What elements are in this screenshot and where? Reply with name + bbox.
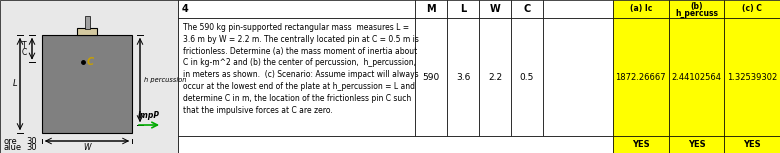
Text: occur at the lowest end of the plate at h_percussion = L and: occur at the lowest end of the plate at … <box>183 82 415 91</box>
Bar <box>178 136 613 153</box>
Text: YES: YES <box>688 140 705 149</box>
Text: ore: ore <box>4 136 18 146</box>
Text: 1.32539302: 1.32539302 <box>727 73 778 82</box>
Text: W: W <box>490 4 501 14</box>
Text: C: C <box>523 4 530 14</box>
Text: 30: 30 <box>26 136 37 146</box>
Text: M: M <box>426 4 436 14</box>
Text: L: L <box>12 80 17 88</box>
Bar <box>725 136 780 153</box>
Text: 1872.26667: 1872.26667 <box>615 73 666 82</box>
Bar <box>479 0 511 18</box>
Text: C in kg-m^2 and (b) the center of percussion,  h_percussion,: C in kg-m^2 and (b) the center of percus… <box>183 58 416 67</box>
Bar <box>178 0 415 18</box>
Bar <box>511 0 543 18</box>
Text: (c) C: (c) C <box>743 4 762 13</box>
Bar <box>178 18 415 136</box>
Bar <box>415 0 447 18</box>
Text: h_percuss: h_percuss <box>675 9 718 18</box>
Text: 2.44102564: 2.44102564 <box>672 73 722 82</box>
Bar <box>725 18 780 136</box>
Bar <box>511 18 543 136</box>
Text: 0.5: 0.5 <box>519 73 534 82</box>
Bar <box>479 18 511 136</box>
Text: ImpP: ImpP <box>138 111 160 120</box>
Bar <box>725 0 780 18</box>
Bar <box>447 0 479 18</box>
Text: (a) Ic: (a) Ic <box>629 4 652 13</box>
Text: in meters as shown.  (c) Scenario: Assume impact will always: in meters as shown. (c) Scenario: Assume… <box>183 70 419 79</box>
Bar <box>77 28 97 35</box>
Text: C: C <box>87 57 94 67</box>
Bar <box>0 0 178 153</box>
Text: C: C <box>22 48 27 57</box>
Text: L: L <box>460 4 466 14</box>
Bar <box>543 18 613 136</box>
Text: YES: YES <box>632 140 650 149</box>
Text: T: T <box>23 41 27 50</box>
Text: (b): (b) <box>690 2 703 11</box>
Text: W: W <box>83 143 90 152</box>
Text: 2.2: 2.2 <box>488 73 502 82</box>
Text: The 590 kg pin-supported rectangular mass  measures L =: The 590 kg pin-supported rectangular mas… <box>183 23 410 32</box>
Text: h percussion: h percussion <box>144 77 186 83</box>
Text: determine C in m, the location of the frictionless pin C such: determine C in m, the location of the fr… <box>183 94 411 103</box>
Text: that the impulsive forces at C are zero.: that the impulsive forces at C are zero. <box>183 106 333 115</box>
Text: alue: alue <box>4 144 22 153</box>
Bar <box>613 18 668 136</box>
Text: 3.6 m by W = 2.2 m. The centrally located pin at C = 0.5 m is: 3.6 m by W = 2.2 m. The centrally locate… <box>183 35 419 44</box>
Bar <box>668 0 725 18</box>
Text: 3.6: 3.6 <box>456 73 470 82</box>
Bar <box>668 136 725 153</box>
Text: YES: YES <box>743 140 761 149</box>
Bar <box>42 35 132 133</box>
Bar <box>543 0 613 18</box>
Text: frictionless. Determine (a) the mass moment of inertia about: frictionless. Determine (a) the mass mom… <box>183 47 417 56</box>
Bar <box>613 136 668 153</box>
Bar <box>415 18 447 136</box>
Bar <box>613 0 668 18</box>
Bar <box>668 18 725 136</box>
Text: 30: 30 <box>26 144 37 153</box>
Text: 590: 590 <box>423 73 440 82</box>
Bar <box>84 16 90 29</box>
Text: 4: 4 <box>182 4 189 14</box>
Bar <box>447 18 479 136</box>
